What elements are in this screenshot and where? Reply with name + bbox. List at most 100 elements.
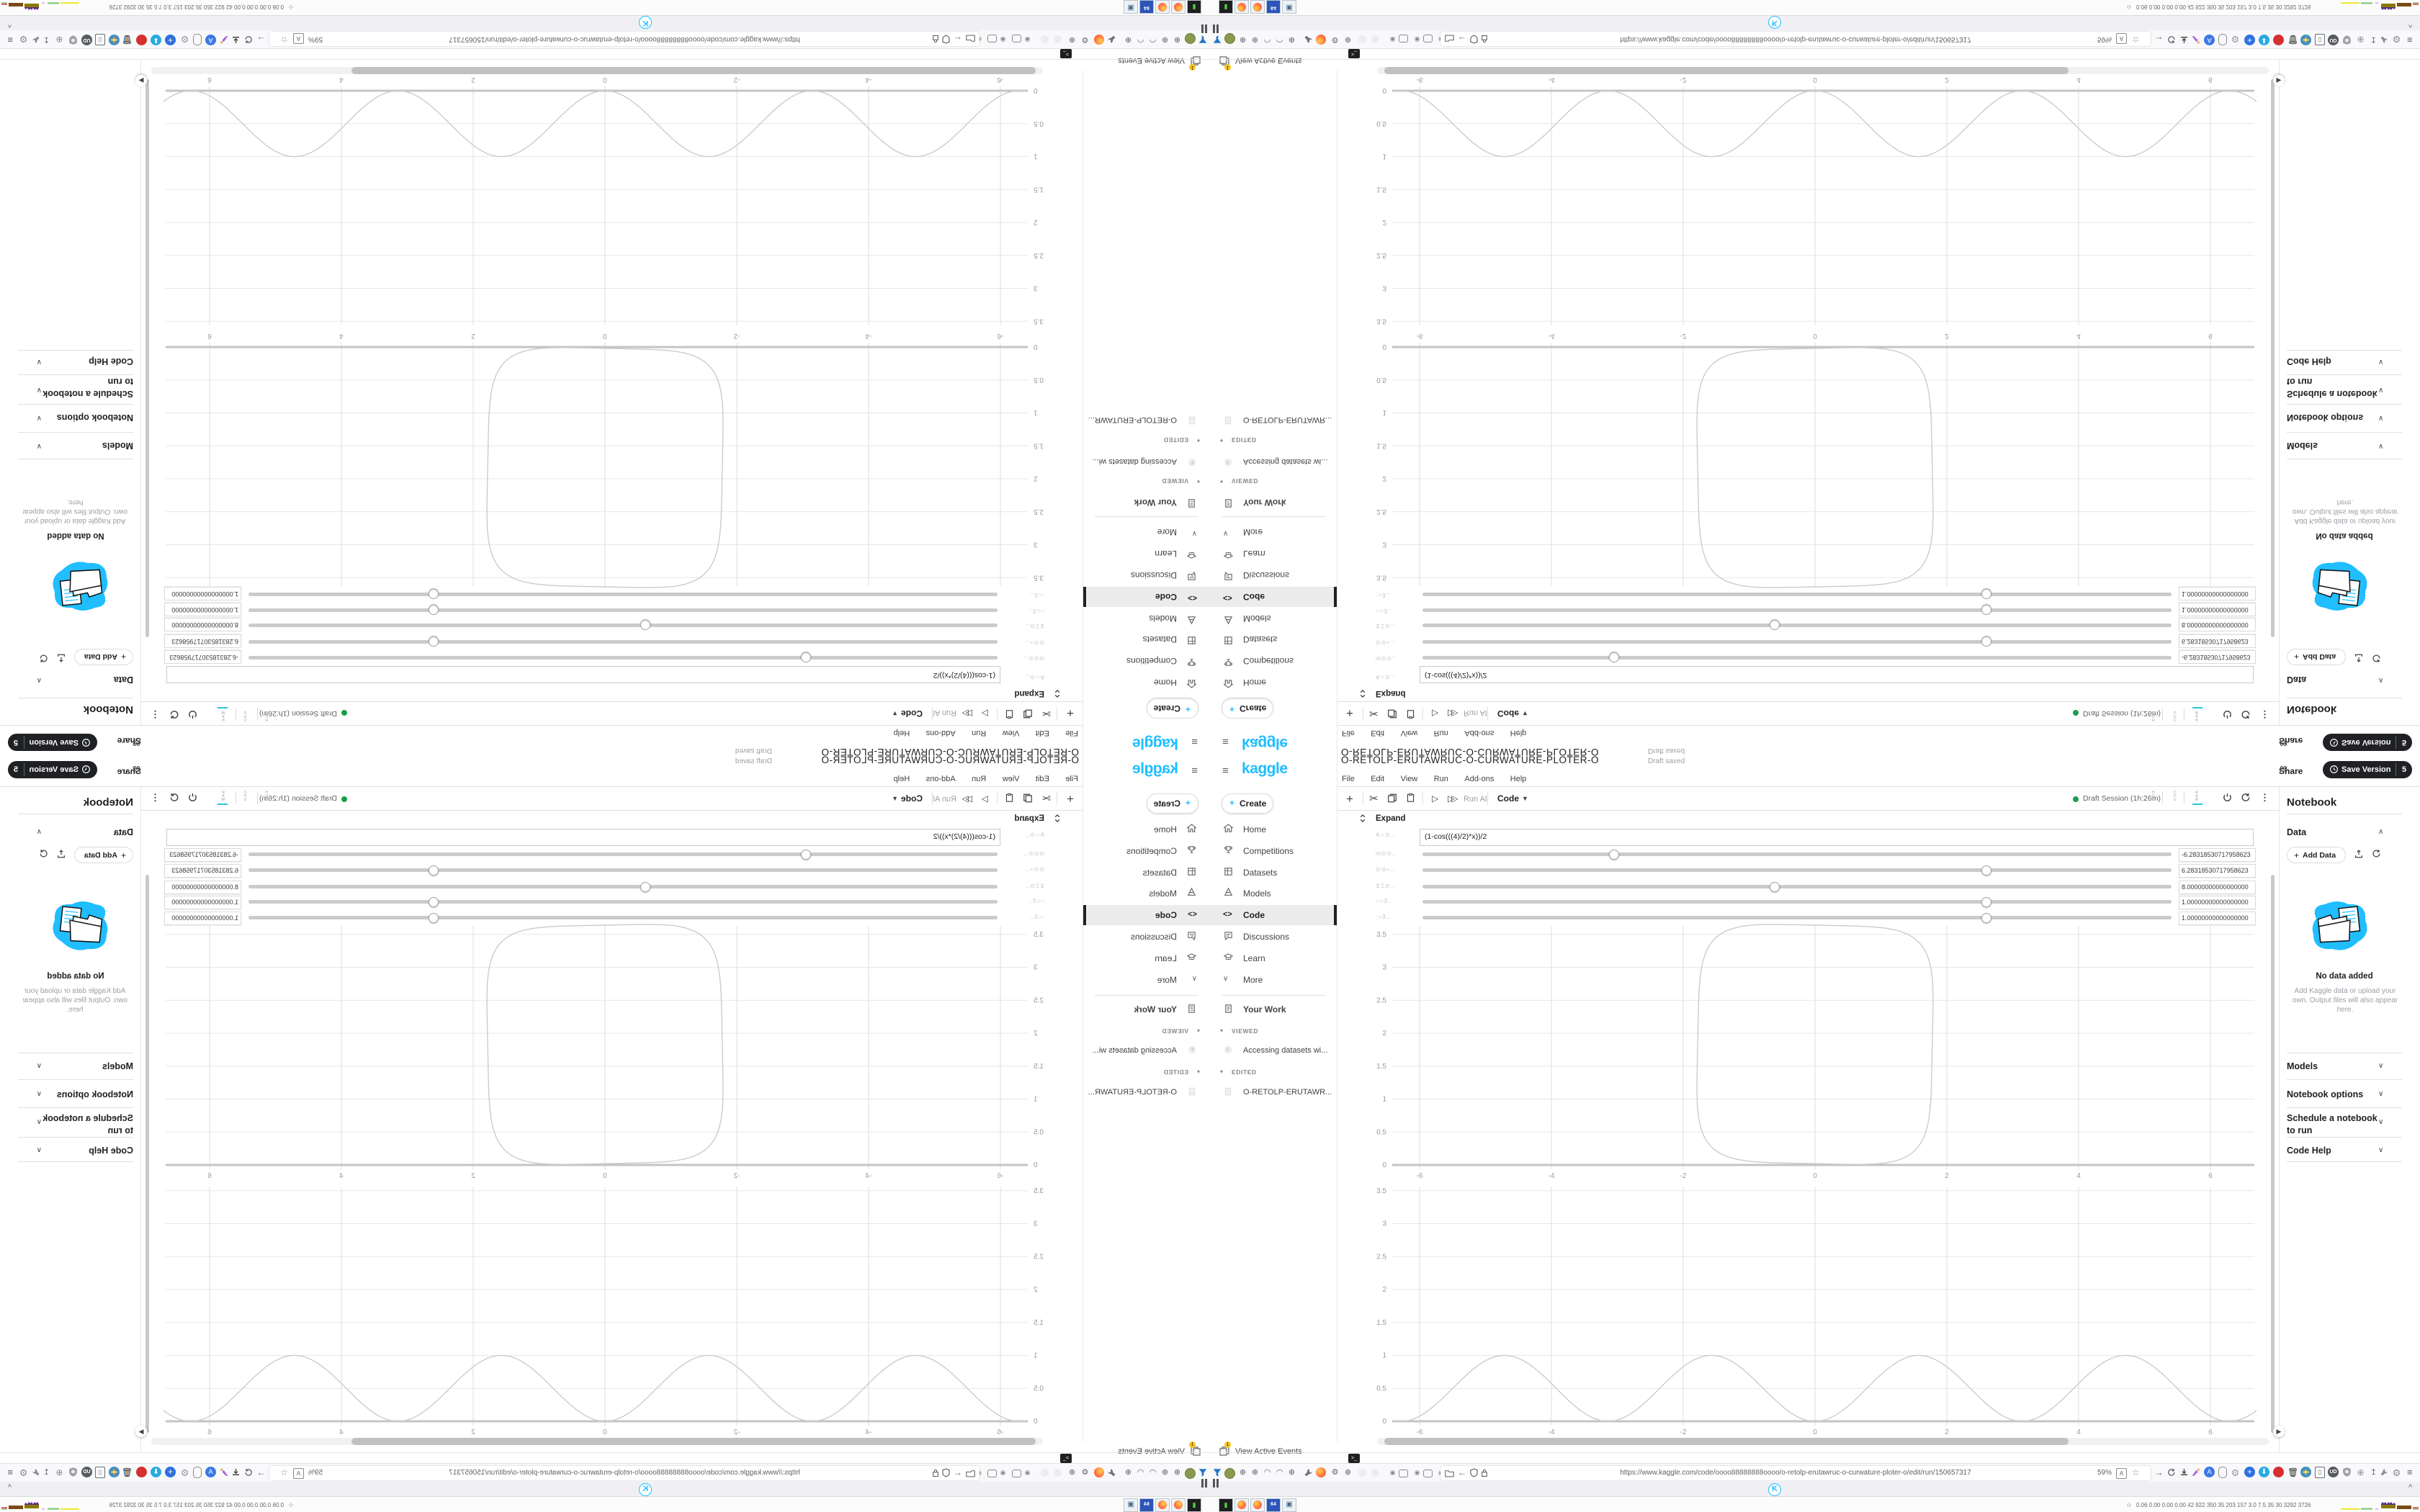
firefox-icon[interactable]	[1094, 35, 1104, 45]
red-extension-icon[interactable]	[2273, 35, 2284, 45]
kaggle-tab-favicon[interactable]: K	[639, 1483, 652, 1496]
translate-icon[interactable]: A	[205, 1467, 216, 1477]
permission-pill-icon[interactable]	[1399, 1470, 1408, 1477]
extension-gear-icon[interactable]: ⚙	[1081, 35, 1089, 44]
sidebar-item-datasets[interactable]: Datasets	[1210, 863, 1337, 883]
extension-olive-icon[interactable]	[1224, 1468, 1235, 1479]
extension-globe-icon[interactable]: ⊕	[1251, 35, 1259, 44]
save-version-button[interactable]: Save Version 5	[8, 761, 97, 778]
sidebar-item-viewed-notebook[interactable]: Accessing datasets wi...	[1083, 451, 1210, 471]
back-arrow-icon[interactable]: ←	[1458, 1467, 1466, 1477]
sidebar-item-models[interactable]: Models	[1083, 883, 1210, 904]
sidebar-item-home[interactable]: Home	[1083, 672, 1210, 693]
sidebar-item-edited-notebook[interactable]: O-RETOLP-ERUTAWR...	[1083, 1083, 1210, 1103]
reader-mode-icon[interactable]: A	[2116, 1468, 2127, 1479]
console-terminal-icon[interactable]: >_	[1060, 49, 1072, 58]
hamburger-menu-icon[interactable]: ≡	[7, 35, 13, 45]
save-version-button[interactable]: Save Version 5	[2323, 734, 2412, 751]
slider-thumb[interactable]	[1608, 850, 1619, 860]
create-button[interactable]: + Create	[1222, 793, 1273, 814]
pinwheel-globe-icon[interactable]	[109, 35, 120, 45]
run-all-label[interactable]: Run All	[1464, 795, 1489, 804]
ud-extension-icon[interactable]: UD	[2328, 35, 2339, 45]
share-button[interactable]: Share	[117, 766, 141, 776]
sidebar-item-edited-notebook[interactable]: O-RETOLP-ERUTAWR...	[1210, 1083, 1337, 1103]
sidebar-item-models[interactable]: Models	[1210, 883, 1337, 904]
forward-arrow-icon[interactable]: →	[256, 35, 266, 45]
sidebar-item-edited-notebook[interactable]: O-RETOLP-ERUTAWR...	[1083, 409, 1210, 429]
slider-value-input[interactable]: 1.00000000000000000	[2179, 896, 2256, 909]
tab-scroll-up-icon[interactable]: ^	[7, 1483, 12, 1492]
mouse-icon[interactable]	[193, 34, 202, 45]
permission-pill-icon[interactable]	[1423, 1470, 1433, 1477]
slider-value-input[interactable]: 8.00000000000000000	[2179, 881, 2256, 894]
downloader-icon[interactable]: ⬇	[151, 1467, 161, 1477]
extension-globe-icon[interactable]: ⊕	[1068, 1468, 1076, 1477]
kaggle-tab-favicon[interactable]: K	[639, 16, 652, 29]
ud-extension-icon[interactable]: UD	[81, 1467, 92, 1477]
extension-globe-icon[interactable]: ⊕	[1239, 1468, 1247, 1477]
taskbar-firefox-icon[interactable]	[1155, 1498, 1170, 1512]
extension-globe-icon[interactable]: ⊕	[1344, 1468, 1352, 1477]
forward-arrow-icon[interactable]: →	[256, 1467, 266, 1477]
extension-gauge-icon[interactable]: ◠	[1276, 1468, 1283, 1477]
gear-outline-icon[interactable]: ⚙	[19, 34, 28, 45]
slider-value-input[interactable]: 1.00000000000000000	[2179, 912, 2256, 925]
firefox-icon[interactable]	[1316, 1467, 1326, 1477]
menu-addons[interactable]: Add-ons	[1464, 775, 1494, 783]
panel-collapse-button[interactable]: ▶	[2273, 1426, 2285, 1437]
permission-pill-icon[interactable]	[1399, 35, 1408, 42]
menu-file[interactable]: File	[1342, 775, 1355, 783]
content-scrollbar[interactable]	[2271, 875, 2275, 1433]
menu-view[interactable]: View	[1400, 775, 1418, 783]
hamburger-menu-icon[interactable]: ≡	[7, 1467, 13, 1477]
sidebar-item-competitions[interactable]: Competitions	[1083, 651, 1210, 671]
add-cell-button[interactable]: +	[1346, 792, 1353, 806]
panel-models[interactable]: Models	[2287, 1061, 2318, 1071]
permission-pill-icon[interactable]	[1012, 35, 1021, 42]
sidebar-item-learn[interactable]: Learn	[1210, 948, 1337, 968]
extension-olive-icon[interactable]	[1185, 1468, 1196, 1479]
archive-box-icon[interactable]: ▯	[95, 1467, 105, 1478]
permission-dot-icon[interactable]: ◉	[1389, 1469, 1396, 1476]
cell-type-dropdown[interactable]: Code	[1497, 793, 1519, 804]
sidebar-item-your-work[interactable]: Your Work	[1083, 492, 1210, 513]
view-active-events[interactable]: 1 View Active Events	[1219, 49, 1337, 71]
tab-scroll-up-icon[interactable]: ^	[2408, 20, 2413, 29]
menu-run[interactable]: Run	[1433, 775, 1448, 783]
share-button[interactable]: Share	[117, 736, 141, 746]
sidebar-item-viewed-notebook[interactable]: Accessing datasets wi...	[1210, 451, 1337, 471]
slider-value-input[interactable]: 6.28318530717958623	[2179, 864, 2256, 878]
extension-gear-icon[interactable]: ⚙	[1081, 1468, 1089, 1477]
plus-circle-icon[interactable]: +	[165, 35, 176, 45]
permission-dot-icon[interactable]: ◉	[1000, 36, 1006, 43]
sidebar-item-your-work[interactable]: Your Work	[1083, 999, 1210, 1020]
lined-globe-icon[interactable]: ⊕	[55, 1467, 63, 1477]
taskbar-imageviewer-icon[interactable]: ▣	[1124, 0, 1138, 14]
sidebar-item-discussions[interactable]: Discussions	[1083, 565, 1210, 585]
extension-globe-icon[interactable]: ⊕	[1124, 1468, 1132, 1477]
formula-input[interactable]: (1-cos(((4)/2)*x))/2	[1420, 829, 2254, 846]
slider-thumb[interactable]	[1981, 913, 1991, 923]
hscrollbar-track[interactable]	[1377, 67, 2269, 74]
zoom-level-badge[interactable]: 59%	[308, 35, 323, 43]
settings-gear-icon[interactable]: ⚙	[180, 1467, 189, 1478]
trash-icon[interactable]: 🗑	[121, 35, 133, 45]
chevron-down-icon[interactable]: ∨	[2378, 1118, 2384, 1126]
taskbar-floppy-icon[interactable]: 64	[1266, 0, 1281, 14]
panel-schedule-line1[interactable]: Schedule a notebook	[2287, 1113, 2378, 1123]
sidebar-item-datasets[interactable]: Datasets	[1210, 629, 1337, 649]
mouse-icon[interactable]	[193, 1467, 202, 1478]
taskbar-firefox-icon[interactable]	[1234, 1498, 1249, 1512]
taskbar-imageviewer-icon[interactable]: ▣	[1282, 0, 1296, 14]
plus-circle-icon[interactable]: +	[2244, 35, 2255, 45]
share-button[interactable]: Share	[2279, 766, 2303, 776]
console-terminal-icon[interactable]: >_	[1348, 49, 1360, 58]
permission-dot-icon[interactable]: ◉	[1024, 36, 1031, 43]
bookmark-star-icon[interactable]: ☆	[280, 1467, 288, 1477]
save-version-button[interactable]: Save Version 5	[8, 734, 97, 751]
reader-mode-icon[interactable]: A	[293, 33, 304, 44]
tab-scroll-up-icon[interactable]: ^	[7, 20, 12, 29]
sidebar-item-home[interactable]: Home	[1210, 819, 1337, 840]
permission-dot-icon[interactable]: ◉	[1389, 36, 1396, 43]
